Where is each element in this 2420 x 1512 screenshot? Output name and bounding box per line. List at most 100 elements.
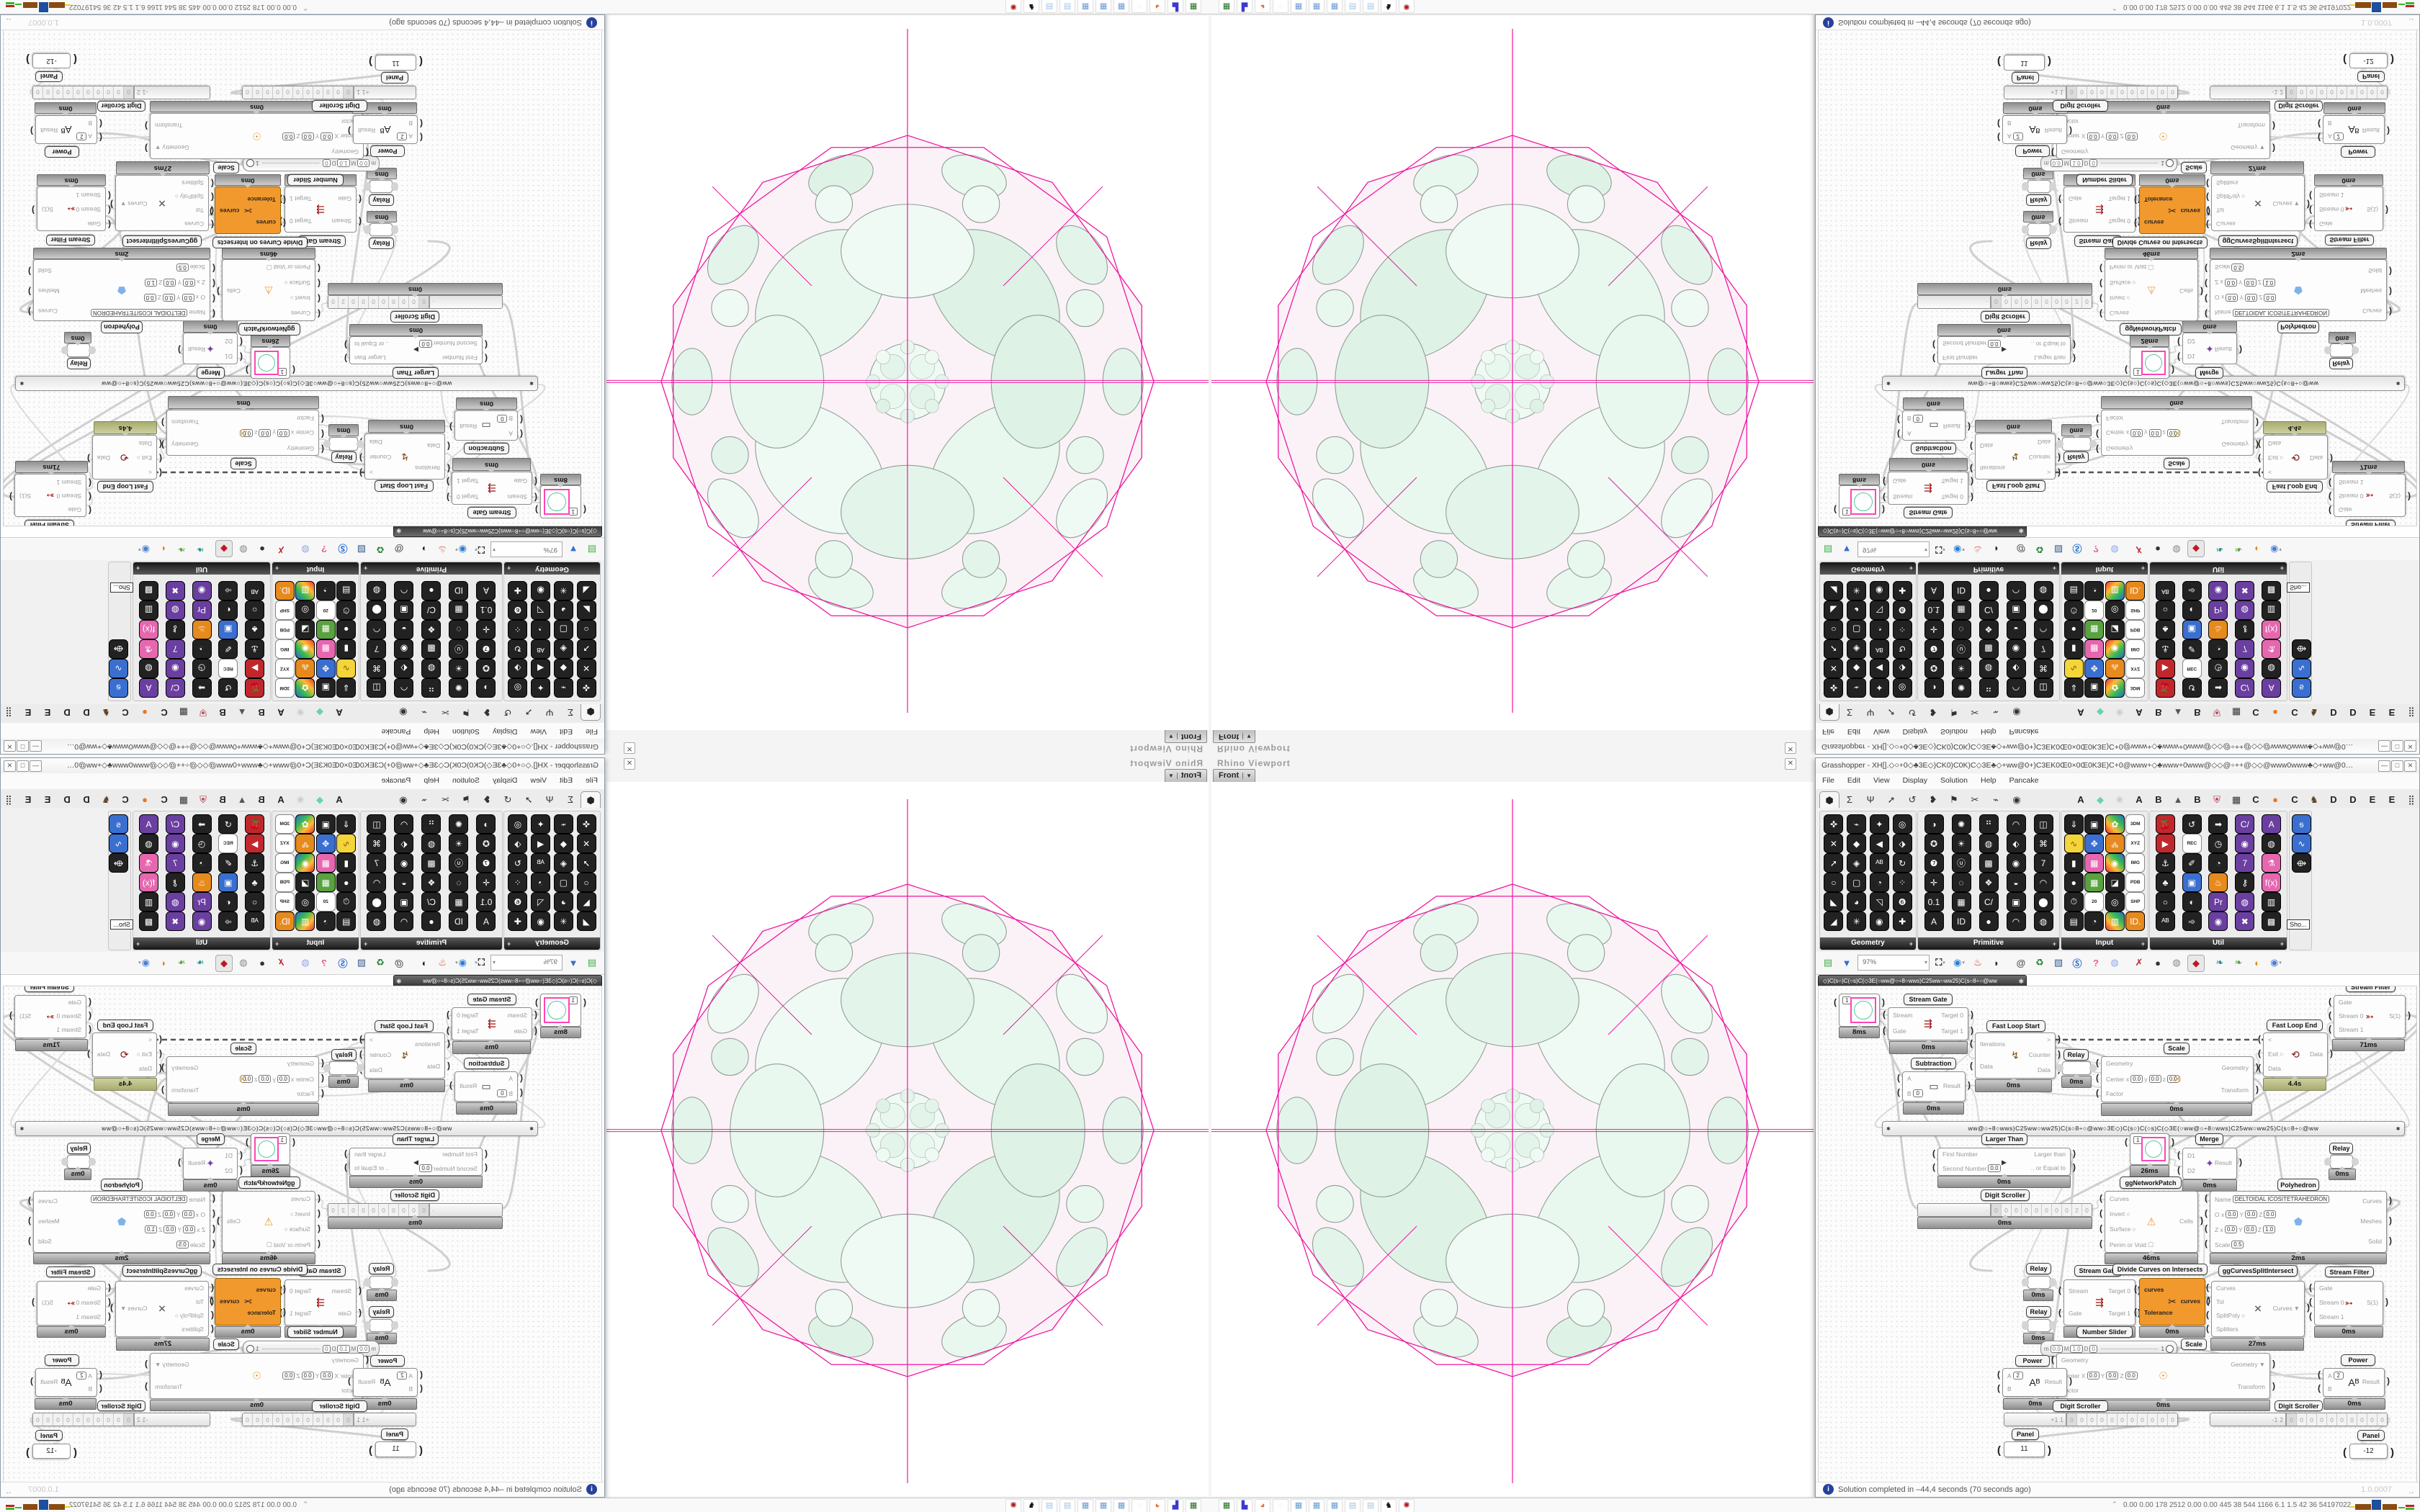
component-icon[interactable]: ❼ xyxy=(1924,853,1944,873)
number-slider[interactable]: m 0.0 M 1.0 D 0 1 xyxy=(2040,1341,2177,1356)
plugin-tab-icon-2[interactable]: ❀ xyxy=(2115,707,2124,718)
component-icon[interactable]: ▮ xyxy=(2063,639,2084,659)
palette-label-input[interactable]: Input + xyxy=(272,937,359,950)
launcher-floppy-64-icon[interactable]: ▙ xyxy=(1168,1499,1183,1512)
component-icon[interactable]: IMG xyxy=(2125,639,2146,659)
component-scale[interactable]: Geometry(Center X0.0Y0.0Z0.0(Factor(Geom… xyxy=(2051,1353,2275,1399)
chevron-up-icon[interactable]: ⌃ xyxy=(302,4,308,12)
component-icon[interactable]: C/ xyxy=(165,814,185,834)
tab-icon-1[interactable]: Σ xyxy=(567,707,574,718)
tab-icon-2[interactable]: Ψ xyxy=(1866,707,1875,718)
menu-item-edit[interactable]: Edit xyxy=(559,727,573,736)
component-icon[interactable]: ◠ xyxy=(394,678,414,698)
component-icon[interactable]: ◐ xyxy=(218,892,238,912)
node-label-power[interactable]: Power xyxy=(370,145,405,157)
component-icon[interactable]: ▢ xyxy=(553,873,573,892)
component-icon[interactable]: PDB xyxy=(274,873,295,892)
component-icon[interactable]: ◔ xyxy=(531,620,551,639)
component-icon[interactable]: ▥ xyxy=(2262,892,2282,912)
menu-item-help[interactable]: Help xyxy=(1980,727,1996,736)
component-icon[interactable]: ◎ xyxy=(295,892,315,912)
component-icon[interactable]: PDB xyxy=(274,620,295,639)
component-icon[interactable]: A xyxy=(1924,581,1944,600)
sphere-preview-holes-icon[interactable]: ◍ xyxy=(2172,957,2181,968)
remote-definition-icon[interactable]: @ xyxy=(2016,544,2026,555)
sphere-preview-holes-icon[interactable]: ◍ xyxy=(2172,544,2181,555)
palette-label-primitive[interactable]: Primitive + xyxy=(1918,562,2059,575)
component-icon[interactable]: ⬗ xyxy=(508,659,528,678)
plugin-tab-icon-7[interactable]: ⛨ xyxy=(2213,794,2220,805)
node-label-fast-loop-start[interactable]: Fast Loop Start xyxy=(1986,480,2045,492)
plugin-tab-b-6[interactable]: B xyxy=(2194,707,2201,718)
definition-canvas[interactable]: 1() 8ms Stream Gate Stream(Gate(Target 0) Ta… xyxy=(1818,30,2417,526)
component-icon[interactable]: ◉ xyxy=(2208,581,2228,600)
component-icon[interactable]: ▦ xyxy=(315,873,336,892)
component-icon[interactable]: ◈ xyxy=(553,639,573,659)
plugin-tab-e-16[interactable]: E xyxy=(2388,707,2396,718)
component-icon[interactable]: 🍒 xyxy=(2155,678,2175,698)
launcher-notepad-icon[interactable]: ▤ xyxy=(1363,0,1379,13)
component-gg-network-patch[interactable]: Curves(Invert ○(Surface ○(Perim or Void ▢(C… xyxy=(217,259,321,321)
component-icon[interactable]: ∿ xyxy=(2292,659,2311,678)
launcher-gear-red-icon[interactable]: ✺ xyxy=(1399,0,1415,13)
component-icon[interactable]: 7 xyxy=(165,639,185,659)
component-stream-filter[interactable]: Gate(Stream 0(Stream 1(S(1)) ➳ xyxy=(32,1281,111,1326)
component-icon[interactable]: ◢ xyxy=(576,912,596,931)
save-file-icon[interactable]: ▼ xyxy=(568,544,578,555)
component-gg-network-patch[interactable]: Curves(Invert ○(Surface ○(Perim or Void ▢(C… xyxy=(217,1191,321,1253)
plugin-tab-b-6[interactable]: B xyxy=(2194,794,2201,805)
plugin-tab-e-15[interactable]: E xyxy=(2369,707,2376,718)
plugin-tab-icon-17[interactable]: ⣿ xyxy=(5,794,12,805)
component-icon[interactable]: ♣ xyxy=(245,620,265,639)
menu-item-display[interactable]: Display xyxy=(492,727,518,736)
plugin-tab-icon-8[interactable]: ▦ xyxy=(2231,707,2241,718)
launcher-notepad-icon[interactable]: ▤ xyxy=(1363,1499,1379,1512)
component-power[interactable]: A 2(B(Result) Aᴮ xyxy=(30,115,102,144)
component-polyhedron[interactable]: Name DELTOIDAL ICOSITETRAHEDRON(O x 0.0 Y 0.… xyxy=(28,1191,215,1253)
plugin-tab-icon-12[interactable]: ♞ xyxy=(2310,707,2318,718)
relay-node[interactable] xyxy=(2027,223,2051,236)
tab-icon-7[interactable]: ✂ xyxy=(1971,794,1979,805)
component-icon[interactable]: ✺ xyxy=(449,814,469,834)
component-icon[interactable]: ➡ xyxy=(192,678,212,698)
component-subtraction[interactable]: A(B 0(Result) ▭ xyxy=(449,410,523,441)
component-icon[interactable]: ◀ xyxy=(531,834,551,853)
component-icon[interactable]: 🝆 xyxy=(2105,834,2125,853)
remote-definition-icon[interactable]: @ xyxy=(394,957,404,968)
component-icon[interactable]: ◉ xyxy=(2105,639,2125,659)
component-icon[interactable]: ✥ xyxy=(2084,659,2105,678)
component-icon[interactable]: ✿ xyxy=(2105,814,2125,834)
component-icon[interactable]: ✪ xyxy=(1924,659,1944,678)
component-icon[interactable]: A xyxy=(476,912,496,931)
component-icon[interactable]: ♨ xyxy=(192,873,212,892)
node-label-power[interactable]: Power xyxy=(2341,146,2375,158)
component-icon[interactable]: ▶ xyxy=(245,834,265,853)
component-icon[interactable]: ◍ xyxy=(1978,659,1999,678)
component-icon[interactable]: ◉ xyxy=(2208,912,2228,931)
component-icon[interactable]: ◐ xyxy=(218,600,238,620)
component-icon[interactable]: ▦ xyxy=(2084,873,2105,892)
component-icon[interactable]: ◷ xyxy=(2208,659,2228,678)
plugin-tab-c-9[interactable]: C xyxy=(2252,794,2259,805)
component-icon[interactable]: ◍ xyxy=(138,659,158,678)
launcher-ghost-icon[interactable]: ○ xyxy=(1131,1499,1147,1512)
component-stream-filter[interactable]: Gate(Stream 0(Stream 1(S(1)) ➳ xyxy=(32,186,111,231)
component-power[interactable]: A 2(B(Result) Aᴮ xyxy=(30,1368,102,1397)
component-icon[interactable]: ⬖ xyxy=(394,834,414,853)
component-icon[interactable]: 20 xyxy=(2084,600,2105,620)
component-icon[interactable]: Pr xyxy=(2208,892,2228,912)
component-icon[interactable]: ▦ xyxy=(449,892,469,912)
launcher-calculator-icon[interactable]: ▦ xyxy=(1327,0,1343,13)
unknown-package-icon[interactable]: ? xyxy=(2093,544,2099,555)
remote-control-panel-icon[interactable]: ◍ xyxy=(301,957,310,968)
remote-control-panel-icon[interactable]: ◍ xyxy=(2110,544,2119,555)
component-fast-loop-start[interactable]: Iterations(Data(>)Counter)Data)↯ xyxy=(1970,1032,2061,1079)
component-icon[interactable]: ◉ xyxy=(2235,659,2255,678)
component-icon[interactable]: ▥ xyxy=(295,581,315,600)
menu-item-view[interactable]: View xyxy=(530,727,547,736)
ball-orange-icon[interactable]: ◐ xyxy=(160,544,166,555)
component-icon[interactable]: ✜ xyxy=(1824,814,1844,834)
component-icon[interactable]: ◍ xyxy=(2235,892,2255,912)
palette-label-geometry[interactable]: Geometry + xyxy=(504,937,600,950)
